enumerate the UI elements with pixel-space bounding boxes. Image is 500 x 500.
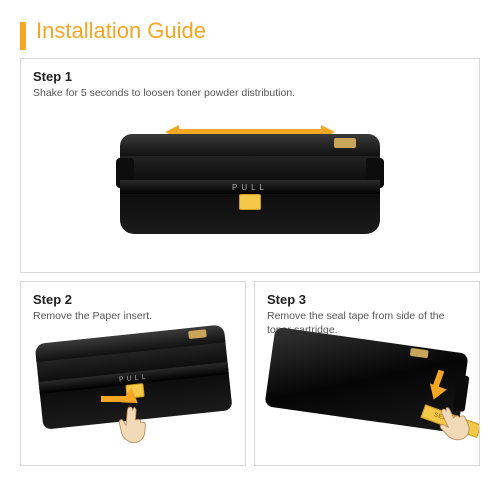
panel-step-2: Step 2 Remove the Paper insert. PULL — [20, 281, 246, 466]
accent-bar — [20, 22, 26, 50]
step-1-label: Step 1 — [33, 69, 467, 84]
pull-band-label: PULL — [120, 180, 380, 194]
step-3-label: Step 3 — [267, 292, 467, 307]
panel-step-1: Step 1 Shake for 5 seconds to loosen ton… — [20, 58, 480, 273]
page-title: Installation Guide — [36, 18, 480, 44]
pull-arrow-icon — [429, 370, 463, 400]
pull-tab-icon — [239, 194, 261, 210]
panel-step-3: Step 3 Remove the seal tape from side of… — [254, 281, 480, 466]
chip-icon — [410, 348, 429, 358]
step-1-desc: Shake for 5 seconds to loosen toner powd… — [33, 87, 467, 101]
hand-icon — [114, 403, 154, 448]
steps-grid: Step 1 Shake for 5 seconds to loosen ton… — [20, 58, 480, 466]
step-2-label: Step 2 — [33, 292, 233, 307]
step-2-desc: Remove the Paper insert. — [33, 310, 233, 324]
cartridge-illustration-1: PULL — [120, 144, 380, 234]
chip-icon — [334, 138, 356, 148]
